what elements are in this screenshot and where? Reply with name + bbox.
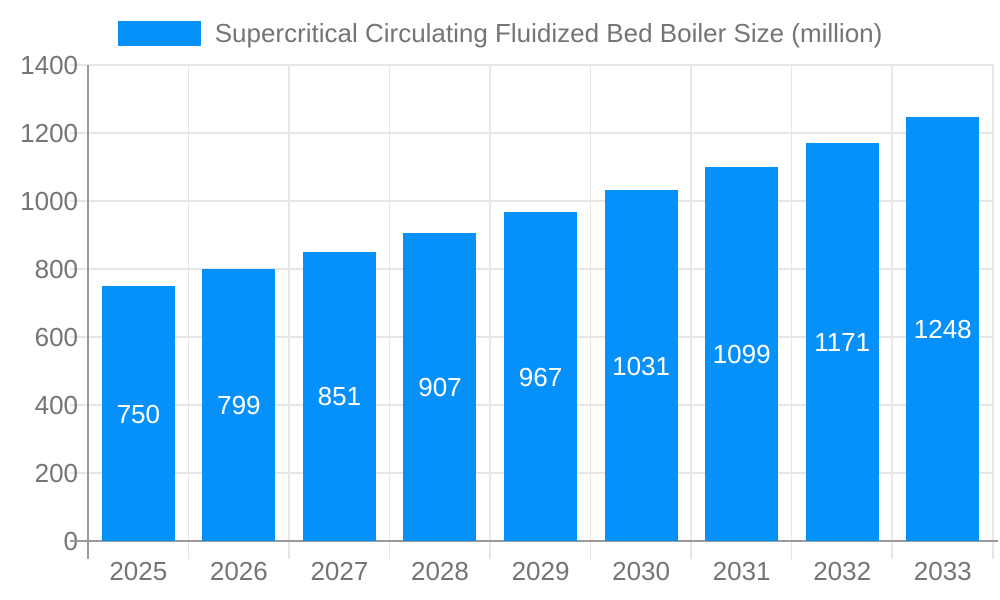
y-axis-tick-label: 0	[0, 526, 78, 556]
x-axis-tick-label: 2030	[612, 556, 670, 586]
y-axis-tick-label: 1200	[20, 118, 78, 148]
y-axis-tick-label: 800	[34, 254, 78, 284]
y-axis-tick-label: 1000	[20, 186, 78, 216]
legend[interactable]: Supercritical Circulating Fluidized Bed …	[0, 17, 1000, 49]
bar-value-label: 1031	[612, 350, 670, 381]
bar-value-label: 799	[217, 390, 261, 421]
bar-2031[interactable]: 1099	[705, 167, 779, 541]
x-axis-tick-label: 2029	[511, 556, 570, 586]
bar-value-label: 1171	[814, 326, 871, 357]
bar-value-label: 907	[418, 371, 462, 402]
bar-value-label: 1099	[712, 339, 771, 370]
bar-value-label: 851	[317, 381, 362, 412]
y-axis-tick-label: 1400	[20, 50, 78, 80]
gridline-v	[790, 65, 793, 559]
gridline-v	[489, 65, 491, 559]
gridline-h	[70, 200, 993, 202]
y-axis-line	[87, 65, 89, 559]
x-axis-line	[70, 540, 998, 542]
y-axis-tick-label: 400	[34, 390, 78, 420]
bar-2029[interactable]: 967	[504, 212, 577, 541]
bar-value-label: 967	[518, 361, 563, 392]
gridline-v	[992, 65, 994, 559]
x-axis-tick-label: 2027	[310, 556, 369, 586]
gridline-v	[589, 65, 592, 559]
bar-2028[interactable]: 907	[403, 232, 477, 541]
x-axis-tick-label: 2031	[712, 556, 771, 586]
bar-2026[interactable]: 799	[202, 269, 276, 541]
chart-title: Supercritical Circulating Fluidized Bed …	[214, 18, 883, 48]
x-axis-tick-label: 2033	[913, 556, 972, 586]
x-axis-tick-label: 2026	[209, 556, 268, 586]
bar-2030[interactable]: 1031	[604, 190, 678, 541]
bar-2033[interactable]: 1248	[906, 116, 980, 541]
bar-2025[interactable]: 750	[101, 286, 175, 541]
bar-2032[interactable]: 1171	[805, 142, 879, 541]
gridline-h	[70, 64, 993, 66]
legend-swatch	[117, 20, 201, 46]
gridline-v	[690, 65, 692, 559]
gridline-v	[187, 65, 190, 559]
x-axis-tick-label: 2032	[813, 556, 872, 586]
bar-value-label: 750	[116, 398, 160, 429]
y-axis-tick-label: 600	[34, 322, 78, 352]
gridline-h	[70, 132, 993, 134]
gridline-v	[288, 65, 290, 559]
y-axis-tick-label: 200	[34, 458, 78, 488]
gridline-v	[891, 65, 893, 559]
bar-value-label: 1248	[913, 313, 972, 344]
gridline-v	[388, 65, 391, 559]
x-axis-tick-label: 2025	[109, 556, 168, 586]
x-axis-tick-label: 2028	[411, 556, 469, 586]
bar-2027[interactable]: 851	[302, 251, 376, 541]
